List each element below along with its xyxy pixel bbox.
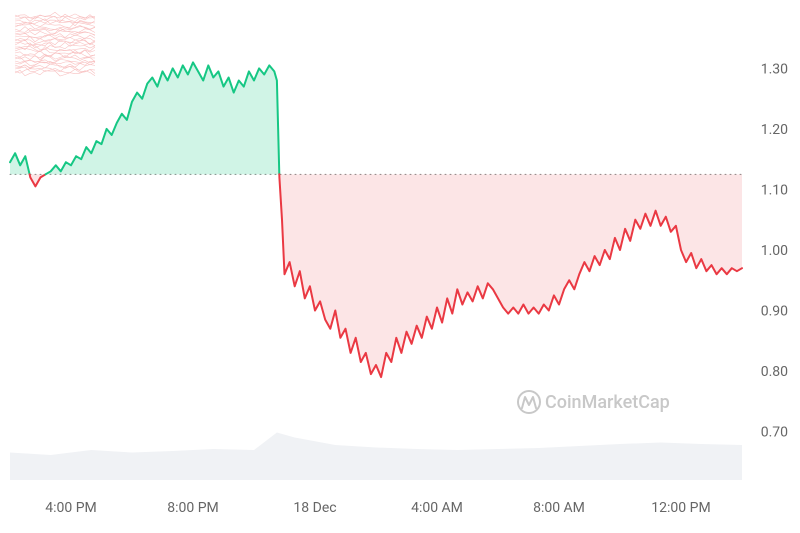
svg-text:1.20: 1.20 xyxy=(761,122,788,138)
price-chart[interactable]: 0.70 0.80 0.90 1.00 1.10 1.20 1.30 4:00 PM 8:00… xyxy=(0,0,800,533)
svg-text:4:00 PM: 4:00 PM xyxy=(45,500,97,516)
svg-text:1.10: 1.10 xyxy=(761,182,788,198)
price-area-fill xyxy=(10,62,742,377)
decorative-scribble xyxy=(10,10,100,80)
svg-text:0.80: 0.80 xyxy=(761,364,788,380)
svg-text:0.90: 0.90 xyxy=(761,304,788,320)
svg-text:12:00 PM: 12:00 PM xyxy=(651,500,710,516)
chart-svg: 0.70 0.80 0.90 1.00 1.10 1.20 1.30 4:00 PM 8:00… xyxy=(0,0,800,533)
svg-text:8:00 PM: 8:00 PM xyxy=(167,500,219,516)
svg-text:1.30: 1.30 xyxy=(761,61,788,77)
svg-text:18 Dec: 18 Dec xyxy=(293,500,336,516)
svg-text:CoinMarketCap: CoinMarketCap xyxy=(545,392,670,413)
svg-text:8:00 AM: 8:00 AM xyxy=(533,500,585,516)
y-axis-labels: 0.70 0.80 0.90 1.00 1.10 1.20 1.30 xyxy=(761,61,788,440)
x-axis-labels: 4:00 PM 8:00 PM 18 Dec 4:00 AM 8:00 AM 12:00 … xyxy=(45,500,710,516)
watermark: CoinMarketCap xyxy=(518,391,670,413)
svg-text:0.70: 0.70 xyxy=(761,425,788,441)
volume-area xyxy=(10,433,742,481)
svg-text:1.00: 1.00 xyxy=(761,243,788,259)
svg-text:4:00 AM: 4:00 AM xyxy=(411,500,463,516)
